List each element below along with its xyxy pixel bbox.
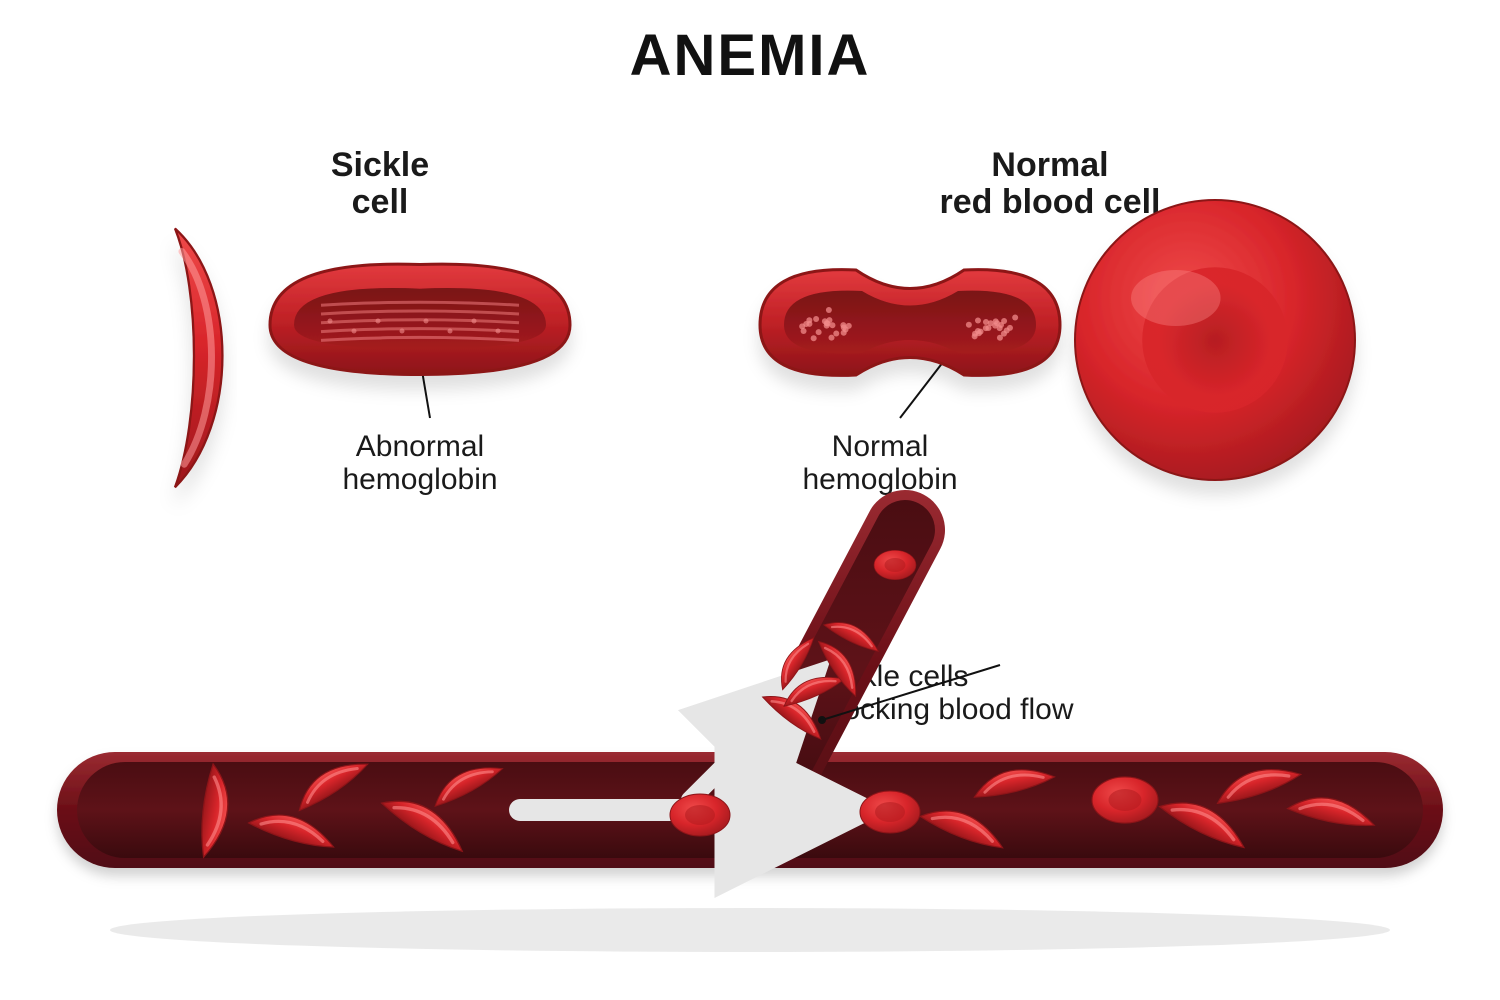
diagram-stage: ANEMIA Sickle cell Normal red blood cell… bbox=[0, 0, 1500, 1000]
ground-shadow bbox=[110, 908, 1390, 952]
sickle-cell-side-icon bbox=[175, 229, 222, 488]
diagram-svg bbox=[0, 0, 1500, 1000]
normal-rbc-crosssection-icon bbox=[760, 270, 1060, 376]
normal-rbc-top-icon bbox=[1075, 200, 1355, 480]
sickle-cell-crosssection-icon bbox=[270, 264, 570, 374]
